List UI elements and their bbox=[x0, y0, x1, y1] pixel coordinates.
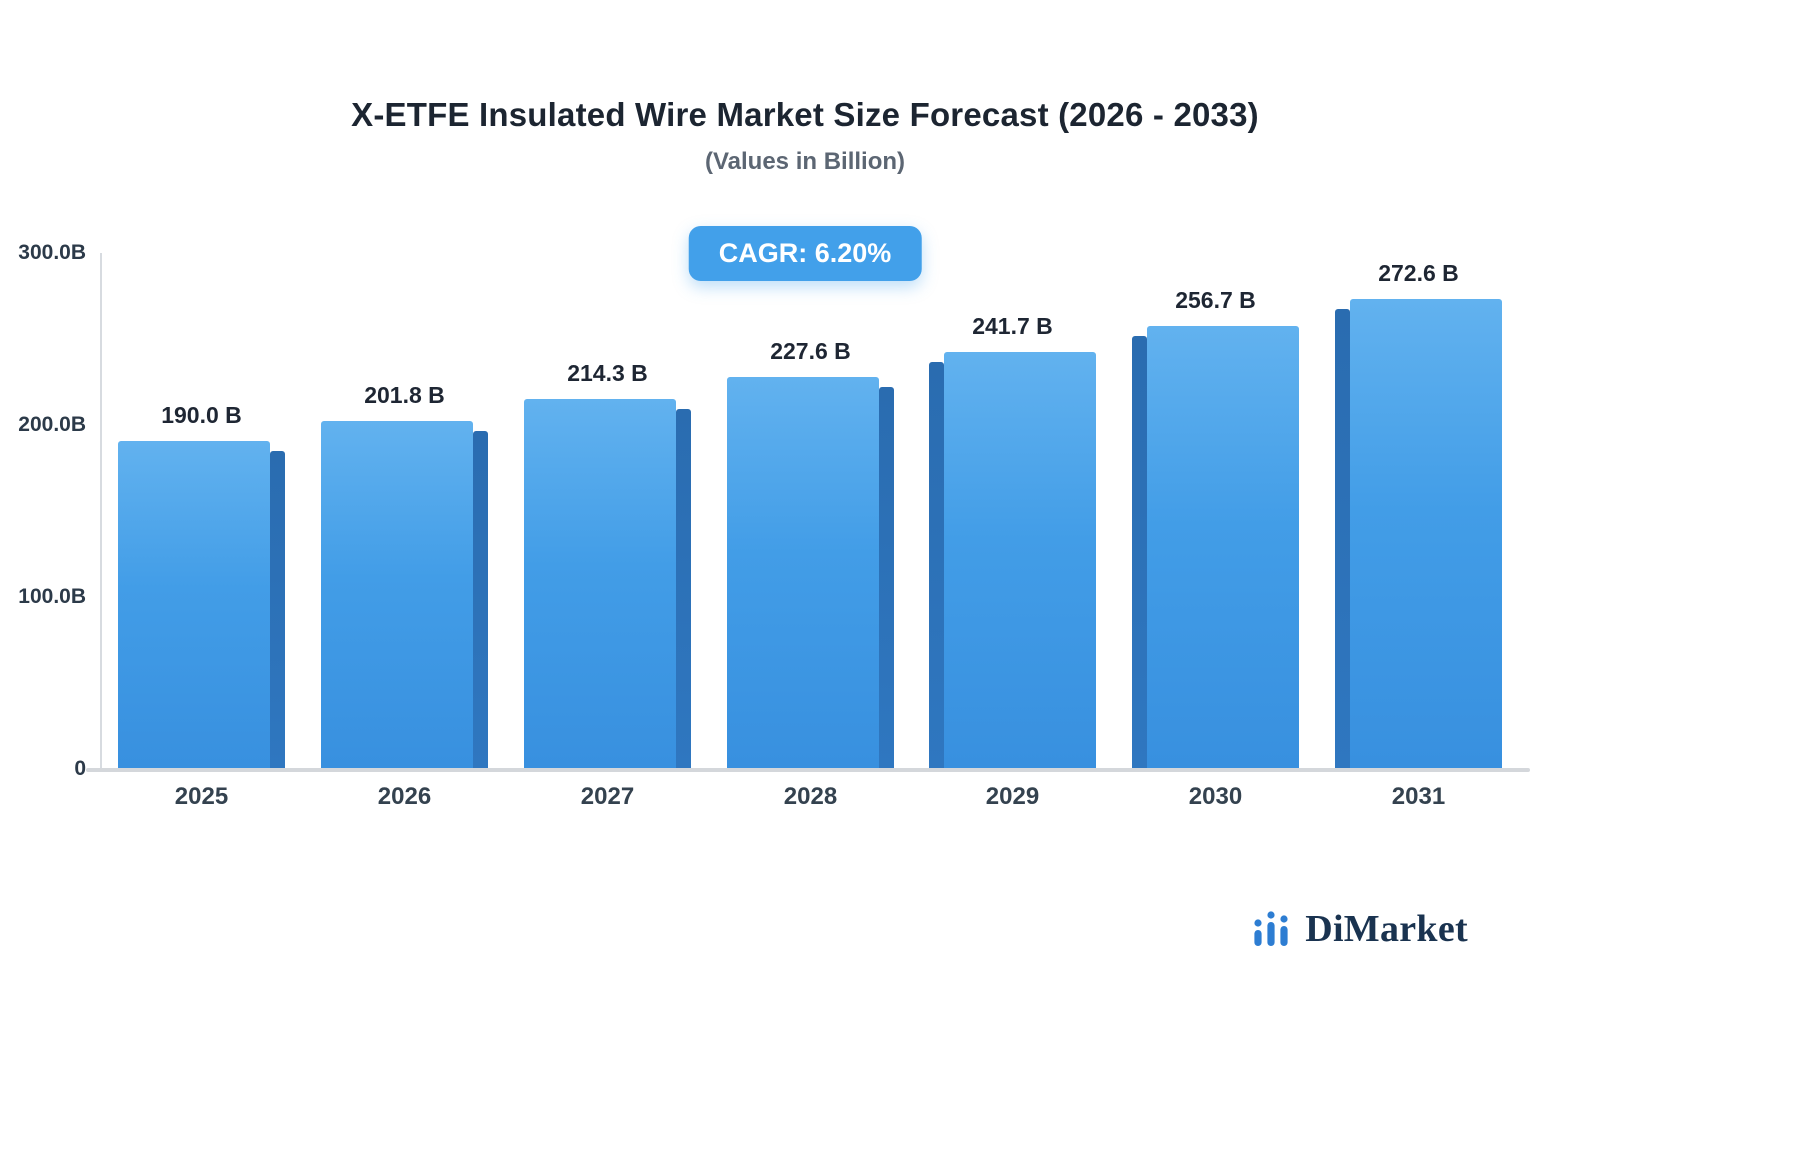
y-axis-tick-label: 0 bbox=[74, 757, 86, 780]
bar-group: 272.6 B bbox=[1335, 253, 1502, 771]
cagr-badge: CAGR: 6.20% bbox=[688, 226, 922, 281]
bar-value-label: 190.0 B bbox=[161, 402, 242, 428]
bar-chart-icon bbox=[1248, 906, 1294, 952]
bar-group: 227.6 B bbox=[727, 253, 894, 771]
bar bbox=[118, 441, 270, 768]
bar-side-face bbox=[1132, 336, 1147, 768]
bar-plot: 300.0B 200.0B 100.0B 0 2025 2026 2027 2028 2029… bbox=[18, 241, 1530, 810]
bar-value-label: 227.6 B bbox=[770, 338, 851, 364]
x-axis-tick-label: 2030 bbox=[1188, 783, 1243, 810]
x-axis-tick-label: 2029 bbox=[985, 783, 1040, 810]
y-axis-tick-label: 200.0B bbox=[18, 413, 86, 436]
x-axis-line bbox=[86, 768, 1530, 772]
bar-side-face bbox=[1335, 309, 1350, 768]
bar bbox=[1147, 326, 1299, 768]
y-axis-tick-label: 100.0B bbox=[18, 585, 86, 608]
bar-value-label: 272.6 B bbox=[1378, 260, 1459, 286]
dimarket-logo: DiMarket bbox=[1248, 906, 1468, 952]
x-axis-tick-label: 2028 bbox=[783, 783, 838, 810]
bar-group: 201.8 B bbox=[321, 253, 488, 771]
bar-group: 214.3 B bbox=[524, 253, 691, 771]
bar-value-label: 256.7 B bbox=[1175, 287, 1256, 313]
x-axis-tick-label: 2025 bbox=[174, 783, 229, 810]
bar-side-face bbox=[879, 387, 894, 768]
bar-value-label: 214.3 B bbox=[567, 360, 648, 386]
bar-value-label: 201.8 B bbox=[364, 382, 445, 408]
bar-side-face bbox=[929, 362, 944, 768]
bar bbox=[1350, 299, 1502, 768]
bar bbox=[727, 377, 879, 768]
y-axis-tick-label: 300.0B bbox=[18, 241, 86, 264]
y-axis-line bbox=[100, 253, 102, 769]
bar-group: 190.0 B bbox=[118, 253, 285, 771]
bar-side-face bbox=[473, 431, 488, 768]
bar bbox=[524, 399, 676, 768]
page-subtitle: (Values in Billion) bbox=[704, 148, 906, 175]
bar-group: 256.7 B bbox=[1132, 253, 1299, 771]
bar-side-face bbox=[270, 451, 285, 768]
x-axis: 2025 2026 2027 2028 2029 2030 2031 bbox=[100, 783, 1520, 823]
x-axis-tick-label: 2031 bbox=[1391, 783, 1446, 810]
bar-side-face bbox=[676, 409, 691, 768]
x-axis-tick-label: 2026 bbox=[377, 783, 432, 810]
y-axis: 300.0B 200.0B 100.0B 0 bbox=[0, 241, 86, 780]
bar-value-label: 241.7 B bbox=[972, 313, 1053, 339]
page-title: X-ETFE Insulated Wire Market Size Foreca… bbox=[351, 96, 1259, 133]
bar bbox=[944, 352, 1096, 768]
bar-group: 241.7 B bbox=[929, 253, 1096, 771]
x-axis-tick-label: 2027 bbox=[580, 783, 635, 810]
logo-text: DiMarket bbox=[1305, 908, 1468, 950]
bar bbox=[321, 421, 473, 768]
